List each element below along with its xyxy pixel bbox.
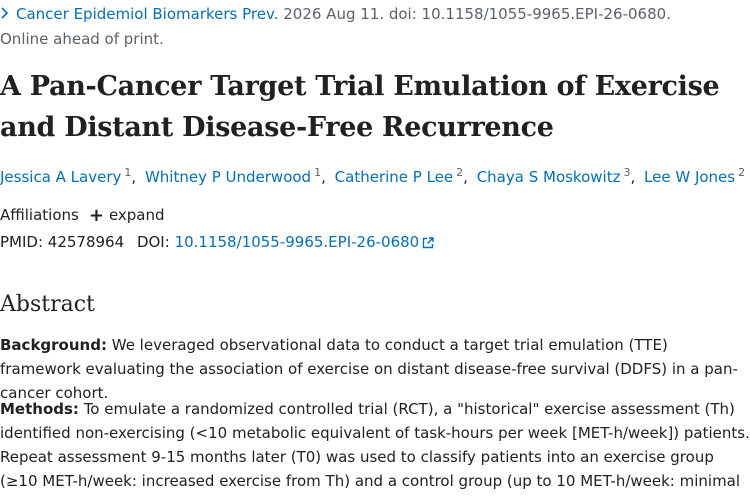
author-item: Whitney P Underwood 1 xyxy=(144,166,322,186)
author-separator: , xyxy=(463,168,468,186)
author-affiliation-number[interactable]: 3 xyxy=(623,166,631,179)
doi-label: DOI: xyxy=(136,233,170,251)
citation-date-doi: 2026 Aug 11. doi: 10.1158/1055-9965.EPI-… xyxy=(278,5,671,23)
expand-label: expand xyxy=(108,206,165,224)
author-link[interactable]: Catherine P Lee xyxy=(334,168,454,186)
citation-line: Cancer Epidemiol Biomarkers Prev. 2026 A… xyxy=(0,5,671,24)
affiliations-row: Affiliations + expand xyxy=(0,205,165,226)
abstract-methods: Methods: To emulate a randomized control… xyxy=(0,397,750,493)
plus-icon: + xyxy=(88,205,104,226)
abstract-background: Background: We leveraged observational d… xyxy=(0,333,750,405)
author-separator: , xyxy=(131,168,137,186)
methods-label: Methods: xyxy=(0,400,79,418)
author-separator: , xyxy=(630,168,636,186)
author-link[interactable]: Whitney P Underwood xyxy=(144,168,312,186)
background-text: We leveraged observational data to condu… xyxy=(0,336,738,402)
author-link[interactable]: Jessica A Lavery xyxy=(0,168,122,186)
article-title: A Pan-Cancer Target Trial Emulation of E… xyxy=(0,71,720,143)
journal-link[interactable]: Cancer Epidemiol Biomarkers Prev. xyxy=(16,5,279,23)
author-affiliation-number[interactable]: 1 xyxy=(124,166,132,179)
identifiers-row: PMID: 42578964 DOI: 10.1158/1055-9965.EP… xyxy=(0,232,434,254)
pmid-value: 42578964 xyxy=(47,233,125,251)
pmid-label: PMID: xyxy=(0,233,44,251)
author-item: Lee W Jones 2 xyxy=(644,166,746,186)
author-affiliation-number[interactable]: 2 xyxy=(456,166,464,179)
methods-text: To emulate a randomized controlled trial… xyxy=(0,400,750,490)
doi-link[interactable]: 10.1158/1055-9965.EPI-26-0680 xyxy=(175,233,435,251)
external-link-icon xyxy=(422,234,434,254)
author-link[interactable]: Lee W Jones xyxy=(644,168,736,186)
abstract-heading: Abstract xyxy=(0,292,95,317)
author-item: Catherine P Lee 2 xyxy=(334,166,464,186)
author-affiliation-number[interactable]: 2 xyxy=(738,166,746,179)
publication-status: Online ahead of print. xyxy=(0,30,164,48)
doi-value: 10.1158/1055-9965.EPI-26-0680 xyxy=(174,233,420,251)
author-item: Jessica A Lavery 1 xyxy=(0,166,132,186)
author-link[interactable]: Chaya S Moskowitz xyxy=(476,168,621,186)
chevron-right-icon[interactable] xyxy=(0,5,16,24)
author-item: Chaya S Moskowitz 3 xyxy=(476,166,631,186)
affiliations-expand-button[interactable]: + expand xyxy=(88,205,165,226)
background-label: Background: xyxy=(0,336,107,354)
authors-list: Jessica A Lavery 1, Whitney P Underwood 1,… xyxy=(0,167,745,187)
affiliations-label: Affiliations xyxy=(0,206,79,224)
author-affiliation-number[interactable]: 1 xyxy=(314,166,322,179)
author-separator: , xyxy=(321,168,326,186)
